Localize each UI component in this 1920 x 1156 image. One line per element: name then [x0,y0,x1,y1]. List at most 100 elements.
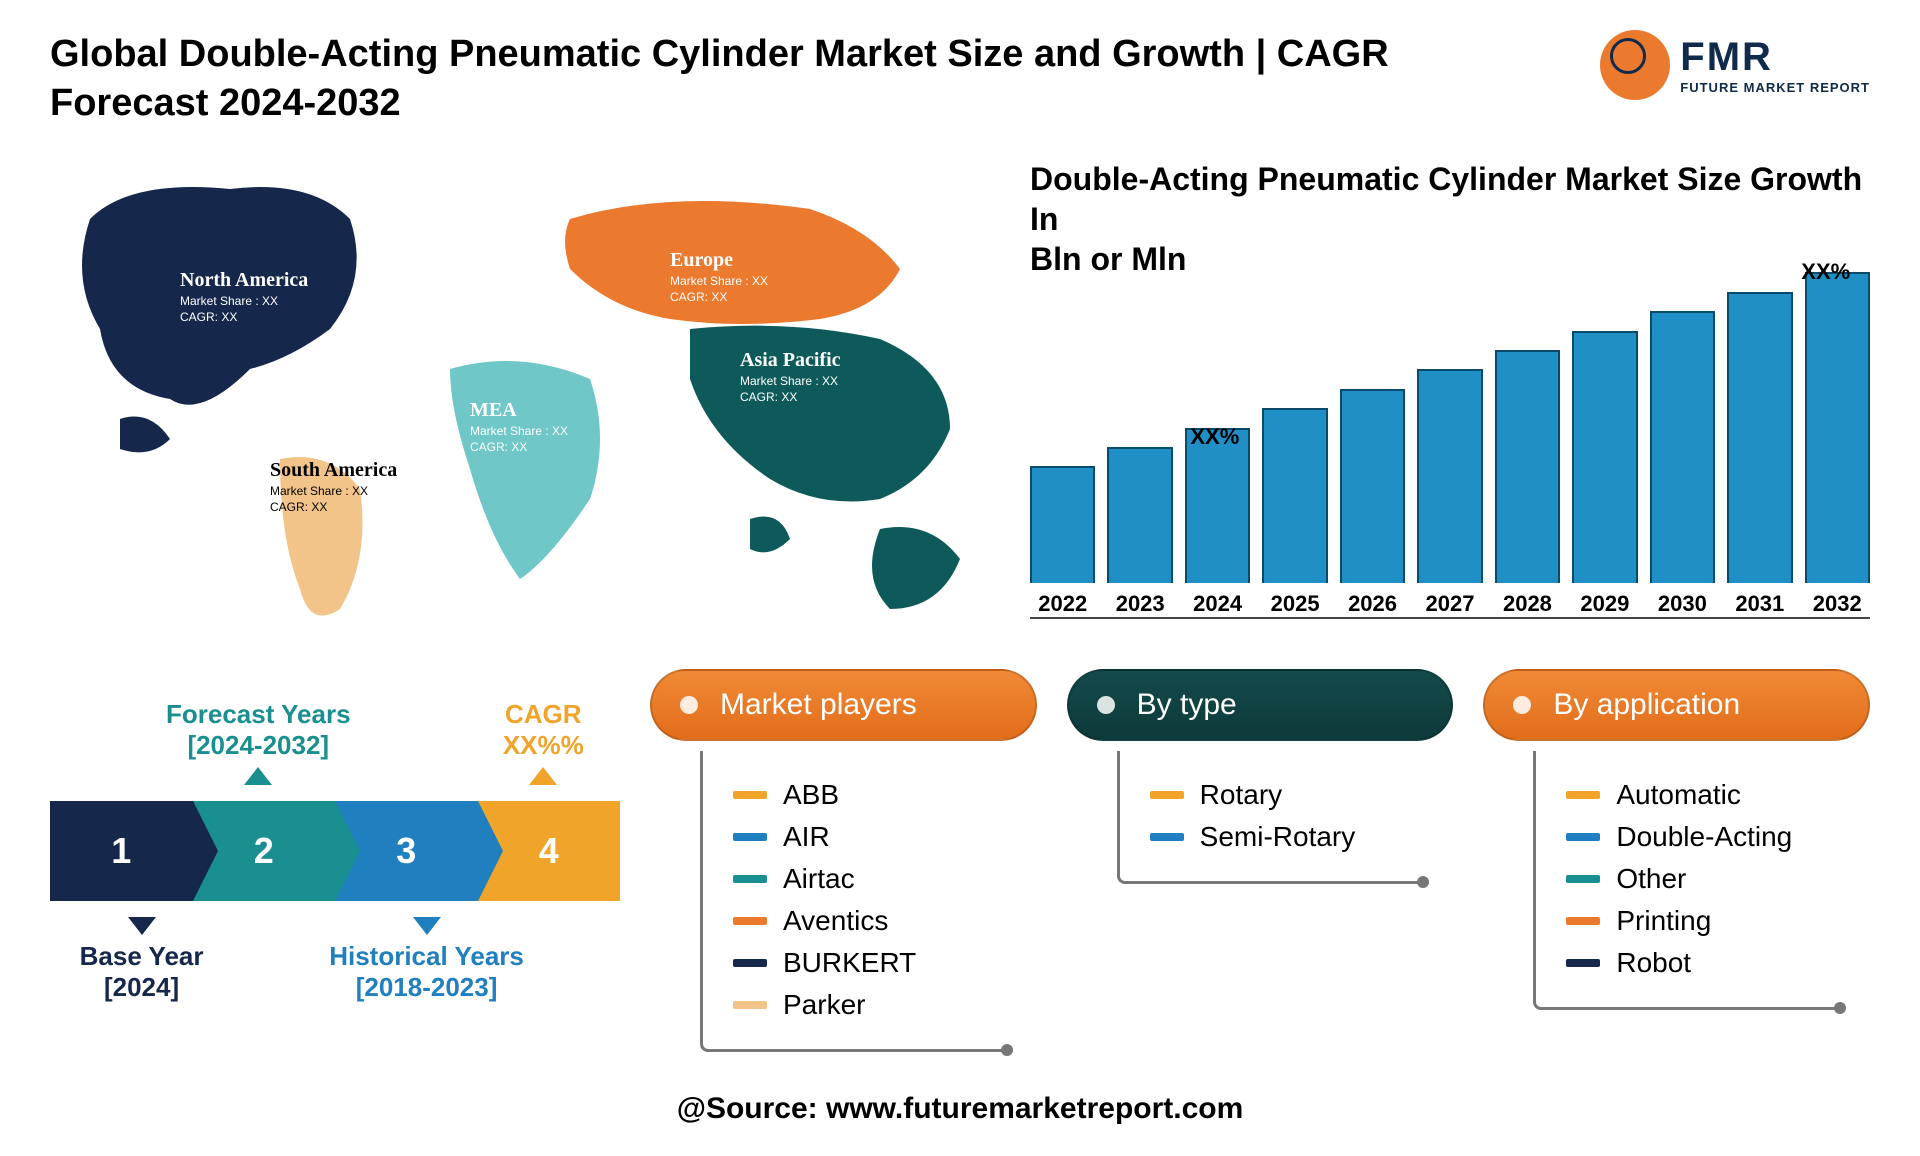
swatch-icon [733,959,767,967]
bar-2032 [1805,272,1870,582]
swatch-icon [733,875,767,883]
bar-annotation: XX% [1801,259,1850,285]
bar-col-2026: 2026 [1340,389,1405,617]
region-label-north-america: North AmericaMarket Share : XXCAGR: XX [180,269,308,324]
bar-2027 [1417,369,1482,582]
bar-label-2026: 2026 [1348,591,1397,617]
market-players-item: Parker [733,989,1007,1021]
timeline-seg-1: 1 [50,801,193,901]
market-players-item-label: AIR [783,821,830,853]
by-application-item-label: Robot [1616,947,1691,979]
market-players-column: Market players ABB AIR Airtac Aventics BURKE… [650,669,1037,1052]
logo-text-big: FMR [1680,35,1870,80]
bar-label-2032: 2032 [1813,591,1862,617]
by-type-item: Semi-Rotary [1150,821,1424,853]
dot-icon [1097,696,1115,714]
market-players-item-label: Airtac [783,863,855,895]
swatch-icon [733,791,767,799]
by-type-column: By type Rotary Semi-Rotary [1067,669,1454,884]
market-players-pill: Market players [650,669,1037,741]
by-type-label: By type [1137,688,1237,722]
bar-label-2028: 2028 [1503,591,1552,617]
bar-label-2023: 2023 [1116,591,1165,617]
bar-2029 [1572,331,1637,583]
market-players-item-label: BURKERT [783,947,916,979]
bar-annotation: XX% [1190,424,1239,450]
bar-col-2030: 2030 [1650,311,1715,617]
bar-2025 [1262,408,1327,583]
bar-label-2029: 2029 [1580,591,1629,617]
timeline-top-label-2: Forecast Years[2024-2032] [166,699,351,791]
by-application-item: Other [1566,863,1840,895]
region-label-mea: MEAMarket Share : XXCAGR: XX [470,399,568,454]
region-label-asia-pacific: Asia PacificMarket Share : XXCAGR: XX [740,349,841,404]
swatch-icon [1566,959,1600,967]
by-application-item: Robot [1566,947,1840,979]
market-players-item: ABB [733,779,1007,811]
source-text: @Source: www.futuremarketreport.com [50,1092,1870,1126]
by-type-item-label: Rotary [1200,779,1282,811]
timeline-bottom-label-1: Base Year[2024] [80,911,204,1003]
bar-label-2022: 2022 [1038,591,1087,617]
market-players-label: Market players [720,688,917,722]
bar-col-2031: 2031 [1727,292,1792,617]
bar-2024 [1185,428,1250,583]
by-application-pill: By application [1483,669,1870,741]
by-type-item: Rotary [1150,779,1424,811]
bar-label-2030: 2030 [1658,591,1707,617]
by-type-item-label: Semi-Rotary [1200,821,1356,853]
page-title: Global Double-Acting Pneumatic Cylinder … [50,30,1550,129]
bar-col-2029: 2029 [1572,331,1637,617]
swatch-icon [733,917,767,925]
market-players-item: Airtac [733,863,1007,895]
bar-col-2027: 2027 [1417,369,1482,616]
dot-icon [680,696,698,714]
bar-label-2027: 2027 [1426,591,1475,617]
by-application-item: Automatic [1566,779,1840,811]
swatch-icon [1566,917,1600,925]
bar-col-2032: 2032 [1805,272,1870,616]
timeline-bottom-label-4 [583,911,590,1003]
region-label-south-america: South AmericaMarket Share : XXCAGR: XX [270,459,397,514]
bar-2030 [1650,311,1715,583]
bar-col-2028: 2028 [1495,350,1560,617]
timeline-bottom-label-2 [263,911,270,1003]
timeline-bottom-label-3: Historical Years[2018-2023] [329,911,524,1003]
market-players-item-label: Parker [783,989,865,1021]
swatch-icon [1566,875,1600,883]
bar-col-2023: 2023 [1107,447,1172,617]
bar-chart: Double-Acting Pneumatic Cylinder Market … [1010,159,1870,639]
swatch-icon [733,1001,767,1009]
region-mea [450,361,600,579]
bar-2022 [1030,466,1095,582]
market-players-item-label: Aventics [783,905,888,937]
bar-label-2031: 2031 [1735,591,1784,617]
swatch-icon [1566,791,1600,799]
dot-icon [1513,696,1531,714]
by-application-item: Printing [1566,905,1840,937]
bar-label-2025: 2025 [1271,591,1320,617]
bar-col-2024: 2024 [1185,428,1250,617]
bar-col-2025: 2025 [1262,408,1327,617]
timeline-top-label-3 [423,699,430,791]
by-application-item-label: Double-Acting [1616,821,1792,853]
chart-title: Double-Acting Pneumatic Cylinder Market … [1030,159,1870,279]
timeline: Forecast Years[2024-2032] CAGRXX%% 1234 … [50,699,620,1003]
bar-2023 [1107,447,1172,583]
swatch-icon [1150,833,1184,841]
market-players-item: Aventics [733,905,1007,937]
market-players-item-label: ABB [783,779,839,811]
world-map: North AmericaMarket Share : XXCAGR: XX So… [50,159,990,639]
market-players-item: BURKERT [733,947,1007,979]
bar-2031 [1727,292,1792,583]
by-application-column: By application Automatic Double-Acting Oth… [1483,669,1870,1010]
region-label-europe: EuropeMarket Share : XXCAGR: XX [670,249,768,304]
by-type-pill: By type [1067,669,1454,741]
by-application-item-label: Automatic [1616,779,1741,811]
logo-icon [1600,30,1670,100]
by-application-item-label: Other [1616,863,1686,895]
by-application-item-label: Printing [1616,905,1711,937]
swatch-icon [1150,791,1184,799]
logo: FMR FUTURE MARKET REPORT [1600,30,1870,100]
swatch-icon [733,833,767,841]
